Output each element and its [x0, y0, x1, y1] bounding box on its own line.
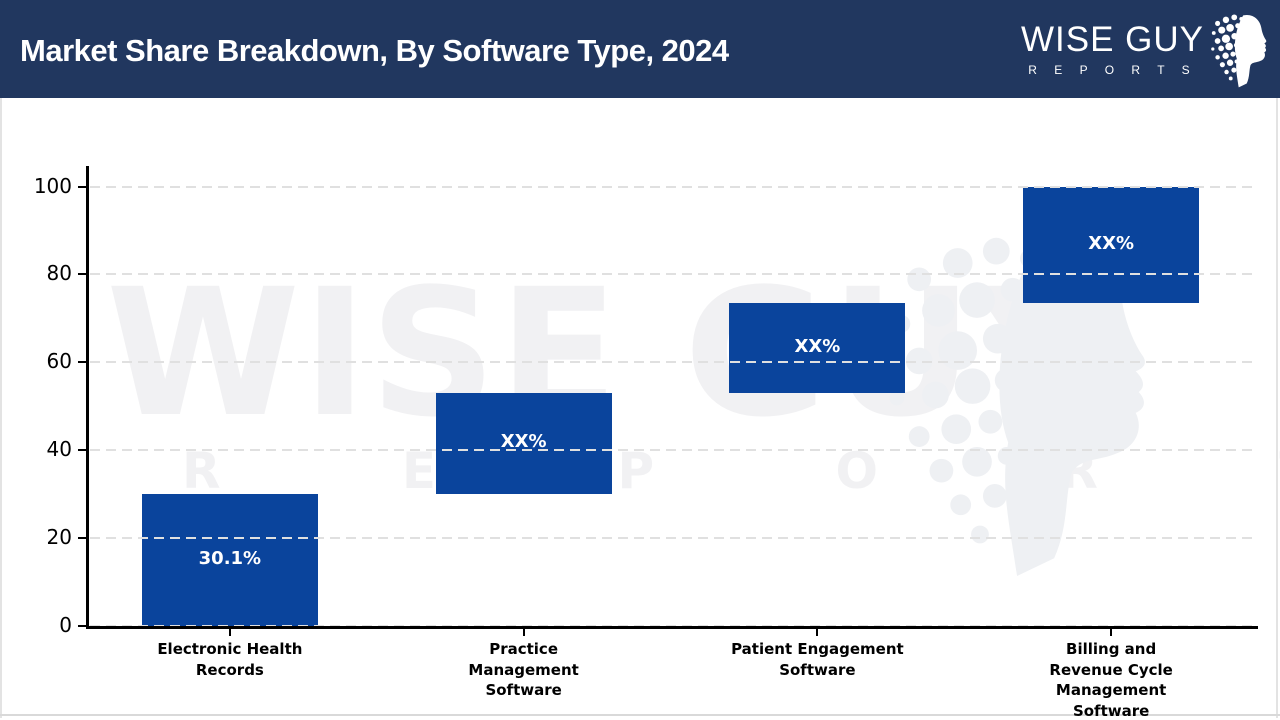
- logo-text: WISE GUY R E P O R T S: [1021, 22, 1204, 77]
- bar-segment: [729, 302, 906, 393]
- x-tick: [1110, 629, 1113, 636]
- gridline-80: [90, 273, 1253, 276]
- category-label: Billing and Revenue Cycle Management Sof…: [1049, 640, 1173, 720]
- gridline-40: [90, 449, 1253, 452]
- chart-title: Market Share Breakdown, By Software Type…: [20, 33, 729, 68]
- dotted-head-icon: [1211, 14, 1267, 88]
- bar-segment: [1023, 186, 1200, 303]
- category-label: Patient Engagement Software: [731, 640, 904, 679]
- card-border-right: [1276, 98, 1278, 718]
- x-tick: [816, 629, 819, 636]
- y-tick-label-80: 80: [46, 261, 72, 286]
- y-tick-0: [78, 625, 87, 627]
- y-tick-label-40: 40: [46, 437, 72, 462]
- y-tick-20: [78, 537, 87, 540]
- card-border-bottom: [0, 714, 1280, 716]
- gridline-20: [90, 537, 1253, 540]
- y-tick-label-60: 60: [46, 349, 72, 374]
- bar-segment: [141, 493, 318, 626]
- y-axis-line: [86, 166, 89, 629]
- bar-value-label: XX%: [1088, 232, 1135, 254]
- bar-value-label: XX%: [500, 431, 547, 453]
- y-tick-60: [78, 361, 87, 364]
- y-tick-label-0: 0: [59, 613, 72, 637]
- y-tick-100: [78, 185, 87, 188]
- y-tick-label-20: 20: [46, 525, 72, 550]
- wise-guy-reports-logo: WISE GUY R E P O R T S: [1021, 5, 1272, 93]
- y-tick-80: [78, 273, 87, 276]
- card-border-left: [0, 98, 2, 718]
- gridline-100: [90, 185, 1253, 188]
- logo-subtitle: R E P O R T S: [1028, 62, 1197, 77]
- bar-value-label: XX%: [794, 335, 841, 357]
- bar-segment: [435, 392, 612, 494]
- y-tick-40: [78, 449, 87, 452]
- logo-wordmark: WISE GUY: [1020, 19, 1204, 59]
- x-tick: [522, 629, 525, 636]
- y-tick-label-100: 100: [33, 173, 72, 198]
- category-label: Practice Management Software: [468, 640, 579, 699]
- category-label: Electronic Health Records: [157, 640, 303, 679]
- x-axis-line: [86, 626, 1258, 629]
- header-bar: Market Share Breakdown, By Software Type…: [0, 0, 1280, 98]
- x-tick: [228, 629, 231, 636]
- gridline-60: [90, 361, 1253, 364]
- bar-value-label: 30.1%: [198, 547, 262, 569]
